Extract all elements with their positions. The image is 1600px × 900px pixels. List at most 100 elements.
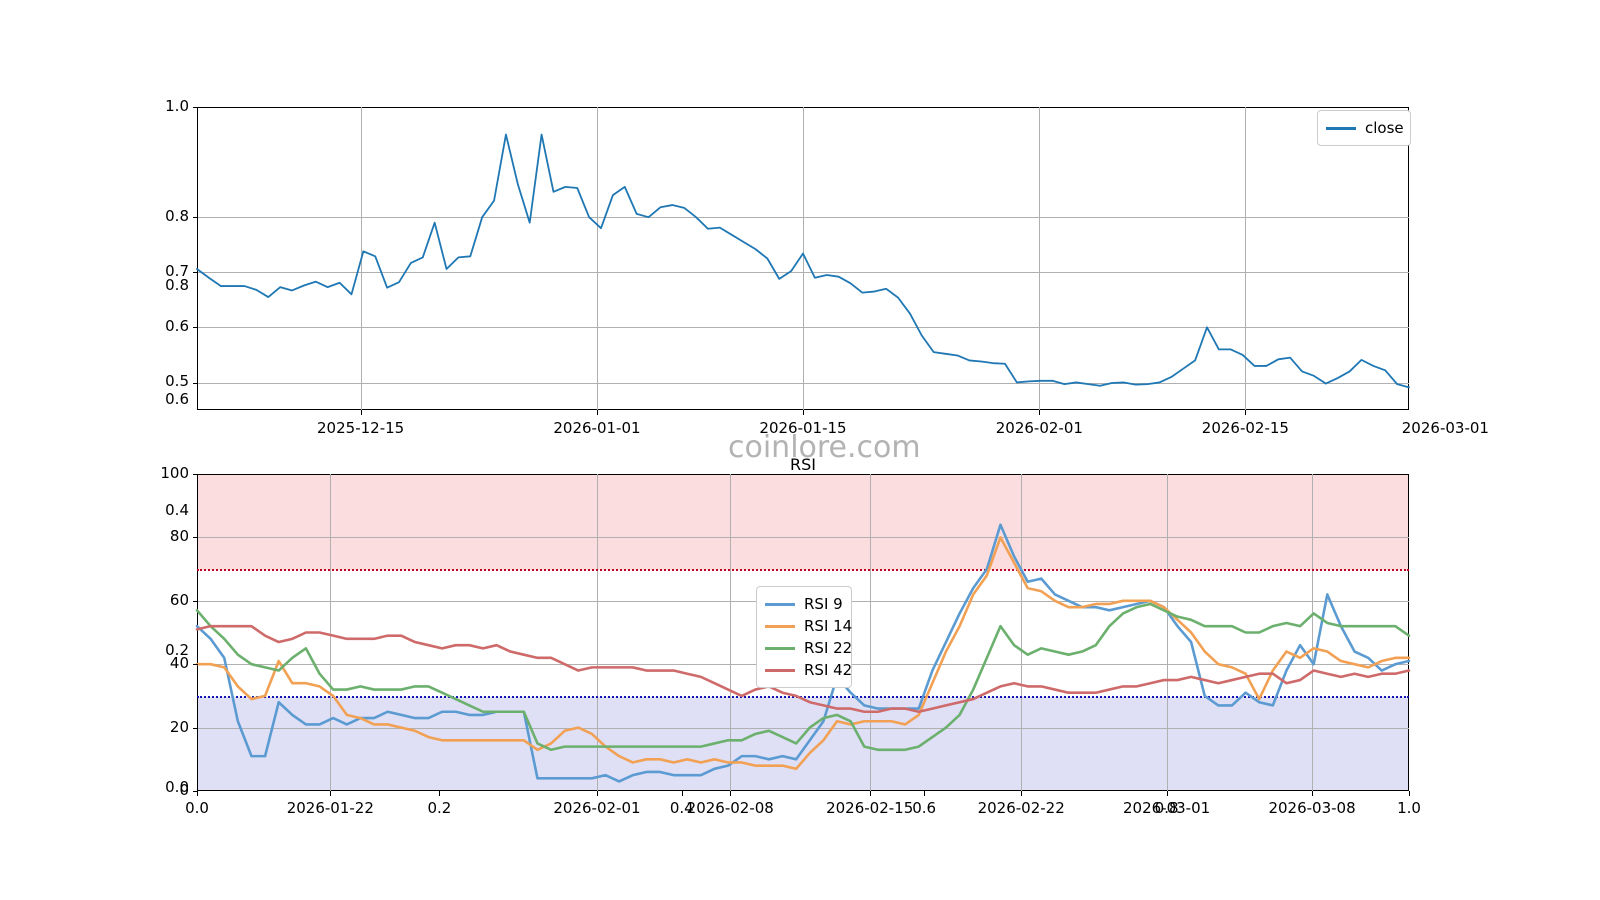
rsi-y-tick-label: 80 [169,527,189,546]
rsi-x-tick-mark [1021,791,1023,796]
price-gridline-v [597,107,598,410]
rsi-line-rsi-14 [195,536,1411,771]
rsi-x-tick-label: 2026-02-15 [826,799,914,817]
price-x-tick-label: 2026-02-01 [995,419,1083,437]
watermark: coinlore.com [728,430,921,465]
rsi-y-tick-label-secondary: 0.2 [165,640,189,659]
rsi-x-tick-label: 2026-02-01 [553,799,641,817]
rsi-x-tick-label: 2026-02-08 [686,799,774,817]
rsi-y-tick-mark [193,600,198,602]
legend-item-rsi-14[interactable]: RSI 14 [765,615,852,637]
rsi-x-tick-mark [1312,791,1313,796]
price-y-tick-label: 0.7 [165,262,189,281]
legend-item-rsi-22[interactable]: RSI 22 [765,637,852,659]
rsi-y-tick-mark [193,727,198,729]
rsi-y-tick-label-secondary: 0.0 [165,778,189,797]
rsi-x-tick-mark-numeric [681,791,683,796]
price-gridline-v [1039,107,1041,410]
oversold-band [198,696,1408,790]
legend-label-rsi-22: RSI 22 [804,639,853,657]
rsi-x-tick-label: 2026-03-01 [1123,799,1211,817]
legend-label-rsi-42: RSI 42 [804,661,853,679]
price-line-close [196,133,1410,389]
rsi-y-tick-mark [193,664,198,666]
rsi-gridline-v [1166,474,1168,791]
rsi-x-tick-mark [330,791,332,796]
price-y-tick-mark [193,327,198,329]
rsi-y-tick-label: 100 [160,464,189,482]
price-gridline-v [1245,107,1247,410]
legend-swatch-rsi-14 [765,624,795,628]
rsi-x-tick-mark-numeric [197,791,198,796]
price-x-tick-label: 2025-12-15 [317,419,405,437]
legend-item-close[interactable]: close [1326,117,1404,139]
rsi-x-tick-mark-numeric [1409,791,1410,796]
rsi-x-tick-mark-numeric [439,791,441,796]
legend-swatch-close [1326,126,1356,130]
price-y-tick-mark [193,107,198,108]
overbought-band [198,475,1408,571]
rsi-y-tick-label: 60 [169,590,189,609]
price-y-tick-label: 1.0 [165,97,189,115]
price-y-tick-label-secondary: 0.6 [165,389,189,408]
legend-label-close: close [1365,119,1404,137]
rsi-line-rsi-42 [195,624,1411,714]
rsi-y-tick-label-secondary: 0.4 [165,501,189,520]
rsi-title: RSI [790,455,816,474]
price-gridline-v [803,107,804,410]
price-y-tick-label-secondary: 0.8 [165,275,189,294]
rsi-series-svg [195,523,1411,783]
rsi-x-tick-label-numeric: 0.6 [912,799,937,817]
rsi-x-tick-label-numeric: 1.0 [1397,799,1421,817]
rsi-y-tick-mark [193,474,198,475]
rsi-chart-panel: RSI 100 80 60 40 20 0 0.4 0.2 0.0 2026-01-22 2026… [0,455,1600,900]
price-x-tick-label: 2026-01-01 [553,419,641,437]
price-x-tick-label: 2026-02-15 [1201,419,1289,437]
rsi-plot-area [197,474,1409,791]
rsi-y-tick-mark [193,791,198,792]
price-y-tick-mark [193,382,198,384]
price-legend[interactable]: close [1317,110,1411,146]
rsi-x-tick-label: 2026-03-08 [1268,799,1356,817]
rsi-gridline-v [730,474,732,791]
rsi-y-tick-label: 0 [179,781,189,799]
price-x-tick-mark [360,410,362,415]
price-y-tick-label: 0.6 [165,317,189,336]
rsi-x-tick-label-numeric: 0.0 [185,799,209,817]
rsi-x-tick-label-numeric: 0.8 [1154,799,1179,817]
price-x-tick-mark [1245,410,1247,415]
rsi-x-tick-label: 2026-01-22 [286,799,374,817]
price-x-tick-label: 2026-01-15 [759,419,847,437]
rsi-y-tick-label: 40 [169,654,189,673]
legend-label-rsi-14: RSI 14 [804,617,853,635]
rsi-legend[interactable]: RSI 9 RSI 14 RSI 22 RSI 42 [756,586,852,688]
oversold-threshold-line [197,695,1409,698]
legend-swatch-rsi-42 [765,668,795,672]
rsi-x-tick-label: 2026-02-22 [977,799,1065,817]
price-x-tick-mark [1039,410,1041,415]
price-x-tick-mark [803,410,804,415]
rsi-line-rsi-9 [195,523,1411,783]
rsi-x-tick-mark-numeric [1166,791,1168,796]
legend-item-rsi-42[interactable]: RSI 42 [765,659,852,681]
overbought-threshold-line [197,569,1409,572]
legend-swatch-rsi-9 [765,602,795,606]
rsi-gridline-h [197,727,1409,729]
rsi-line-rsi-22 [195,602,1411,752]
price-y-tick-label: 0.8 [165,207,189,226]
rsi-x-tick-mark [597,791,598,796]
legend-item-rsi-9[interactable]: RSI 9 [765,593,843,615]
price-y-tick-mark [193,272,198,274]
rsi-gridline-v [1021,474,1023,791]
rsi-gridline-v [869,474,871,791]
rsi-gridline-v [597,474,598,791]
legend-swatch-rsi-22 [765,646,795,650]
rsi-x-tick-label-numeric: 0.4 [669,799,694,817]
price-x-tick-mark [597,410,598,415]
legend-label-rsi-9: RSI 9 [804,595,843,613]
rsi-x-tick-mark-numeric [924,791,926,796]
rsi-y-tick-mark [193,537,198,539]
price-x-tick-label: 2026-03-01 [1401,419,1489,437]
price-chart-panel: 1.0 0.8 0.7 0.6 0.5 0.8 0.6 2025-12-15 2026-01-… [165,97,1489,437]
